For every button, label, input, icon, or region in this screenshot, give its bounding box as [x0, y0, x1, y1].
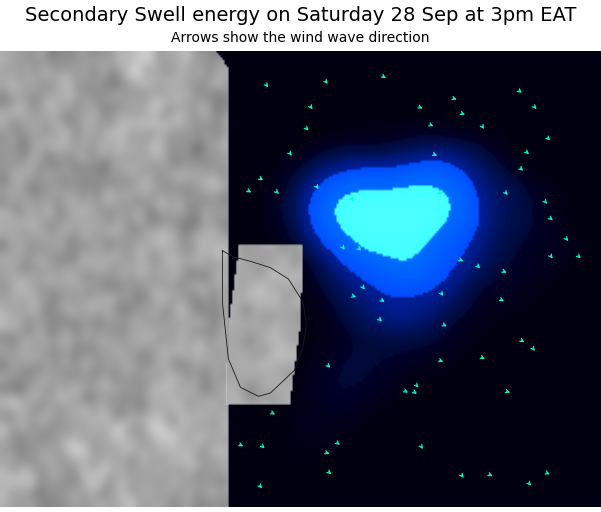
Text: Secondary Swell energy on Saturday 28 Sep at 3pm EAT: Secondary Swell energy on Saturday 28 Se… [25, 6, 576, 25]
Polygon shape [0, 51, 204, 507]
Polygon shape [0, 51, 228, 507]
Text: Arrows show the wind wave direction: Arrows show the wind wave direction [171, 31, 430, 46]
Polygon shape [0, 51, 601, 507]
